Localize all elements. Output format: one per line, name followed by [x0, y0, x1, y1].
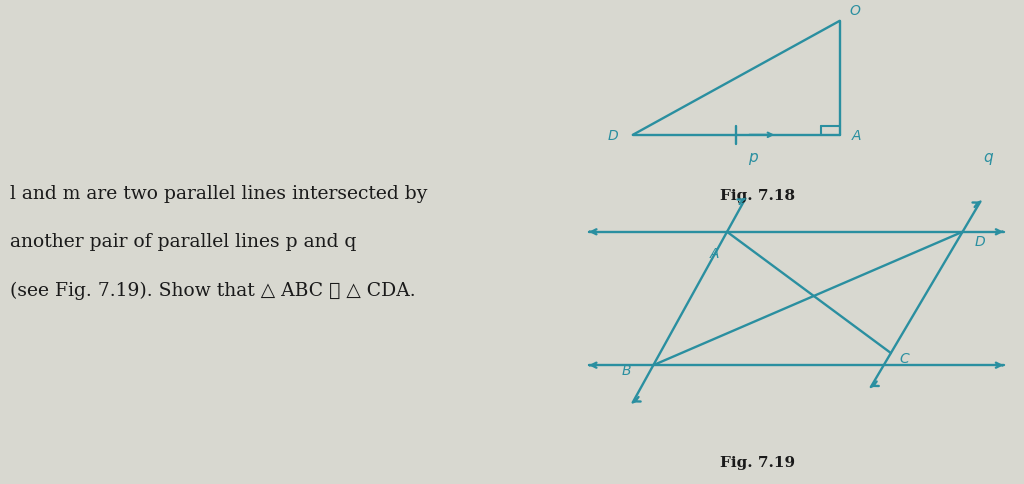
Text: A: A	[852, 129, 861, 142]
Text: D: D	[975, 235, 985, 249]
Text: l and m are two parallel lines intersected by: l and m are two parallel lines intersect…	[10, 184, 428, 203]
Text: B: B	[622, 363, 631, 377]
Text: Fig. 7.18: Fig. 7.18	[720, 189, 796, 203]
Text: p: p	[748, 150, 758, 165]
Text: Fig. 7.19: Fig. 7.19	[720, 455, 796, 469]
Text: A: A	[710, 247, 720, 261]
Text: (see Fig. 7.19). Show that △ ABC ≅ △ CDA.: (see Fig. 7.19). Show that △ ABC ≅ △ CDA…	[10, 281, 416, 300]
Text: O: O	[850, 4, 861, 18]
Text: q: q	[983, 150, 993, 165]
Text: D: D	[608, 129, 618, 142]
Text: C: C	[899, 351, 909, 365]
Text: another pair of parallel lines p and q: another pair of parallel lines p and q	[10, 233, 356, 251]
